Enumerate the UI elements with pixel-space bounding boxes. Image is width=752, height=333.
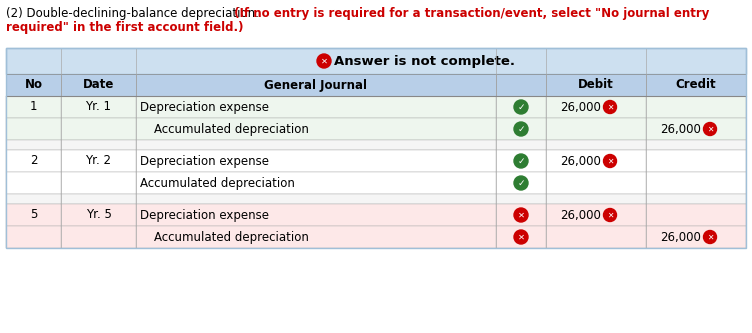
Text: required" in the first account field.): required" in the first account field.): [6, 21, 244, 34]
Bar: [6, 194, 746, 204]
Bar: [6, 204, 746, 226]
Text: No: No: [25, 79, 43, 92]
Text: Answer is not complete.: Answer is not complete.: [334, 55, 515, 68]
Text: Depreciation expense: Depreciation expense: [140, 155, 269, 167]
Bar: [6, 48, 746, 74]
Text: Date: Date: [83, 79, 114, 92]
Circle shape: [514, 230, 528, 244]
Text: Depreciation expense: Depreciation expense: [140, 208, 269, 221]
Text: 26,000: 26,000: [560, 208, 601, 221]
Text: ✓: ✓: [517, 103, 525, 112]
Circle shape: [514, 100, 528, 114]
Bar: [6, 96, 746, 118]
Text: Depreciation expense: Depreciation expense: [140, 101, 269, 114]
Bar: [6, 226, 746, 248]
Text: ✕: ✕: [607, 210, 613, 219]
Circle shape: [604, 101, 617, 114]
Text: (2) Double-declining-balance depreciation.: (2) Double-declining-balance depreciatio…: [6, 8, 259, 21]
Text: ✓: ✓: [517, 178, 525, 187]
Text: Debit: Debit: [578, 79, 614, 92]
Text: Accumulated depreciation: Accumulated depreciation: [154, 230, 309, 243]
Circle shape: [704, 123, 717, 136]
Text: ✕: ✕: [320, 57, 328, 66]
Text: ✕: ✕: [517, 210, 524, 219]
Text: General Journal: General Journal: [265, 79, 368, 92]
Bar: [6, 140, 746, 150]
Bar: [6, 150, 746, 172]
Text: ✕: ✕: [607, 157, 613, 166]
Text: ✓: ✓: [517, 125, 525, 134]
Circle shape: [317, 54, 331, 68]
Text: Accumulated depreciation: Accumulated depreciation: [154, 123, 309, 136]
Text: 5: 5: [30, 208, 37, 221]
Text: Yr. 2: Yr. 2: [86, 155, 111, 167]
Circle shape: [704, 230, 717, 243]
Text: Credit: Credit: [676, 79, 717, 92]
Text: 26,000: 26,000: [660, 123, 701, 136]
Circle shape: [514, 122, 528, 136]
Bar: [6, 74, 746, 96]
Text: 26,000: 26,000: [560, 155, 601, 167]
Text: Accumulated depreciation: Accumulated depreciation: [140, 176, 295, 189]
Bar: [6, 48, 746, 248]
Text: ✕: ✕: [607, 103, 613, 112]
Text: 26,000: 26,000: [560, 101, 601, 114]
Circle shape: [514, 176, 528, 190]
Circle shape: [604, 155, 617, 167]
Text: Yr. 1: Yr. 1: [86, 101, 111, 114]
Bar: [6, 118, 746, 140]
Text: (If no entry is required for a transaction/event, select "No journal entry: (If no entry is required for a transacti…: [230, 8, 709, 21]
Text: 2: 2: [30, 155, 38, 167]
Text: 1: 1: [30, 101, 38, 114]
Circle shape: [604, 208, 617, 221]
Bar: [6, 172, 746, 194]
Text: Yr. 5: Yr. 5: [86, 208, 111, 221]
Text: ✕: ✕: [707, 125, 713, 134]
Text: ✕: ✕: [707, 232, 713, 241]
Circle shape: [514, 154, 528, 168]
Circle shape: [514, 208, 528, 222]
Text: 26,000: 26,000: [660, 230, 701, 243]
Text: ✕: ✕: [517, 232, 524, 241]
Text: ✓: ✓: [517, 157, 525, 166]
